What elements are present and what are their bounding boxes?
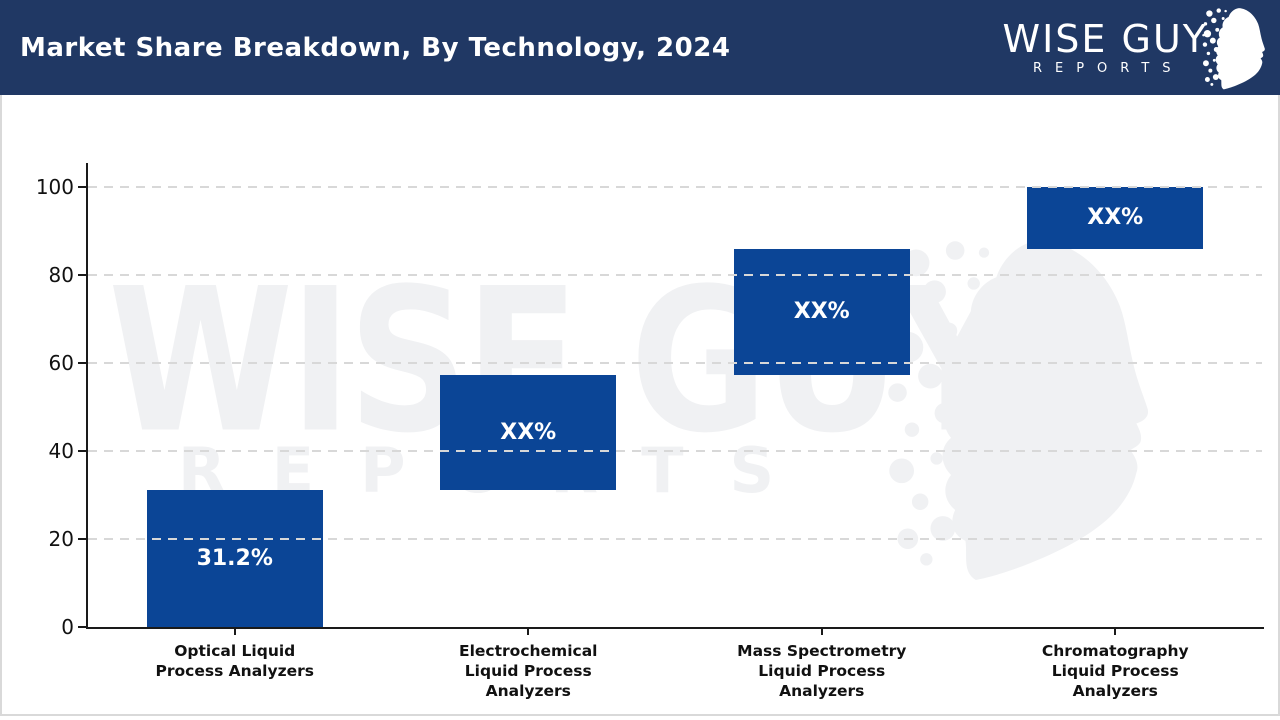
x-category-label: Mass Spectrometry Liquid Process Analyzers [737, 642, 907, 700]
y-axis-line [86, 163, 88, 629]
y-axis-tick-labels: 0 20 40 60 80 100 [0, 176, 74, 638]
x-category-label: Electrochemical Liquid Process Analyzers [459, 642, 598, 700]
y-axis-tick-marks [78, 186, 86, 628]
x-category-label: Chromatography Liquid Process Analyzers [1041, 642, 1189, 700]
bar-value-label: XX% [793, 299, 850, 325]
logo-wordmark: WISE GUY [1002, 17, 1208, 61]
x-tick-mark [527, 629, 530, 635]
y-tick-label-60: 60 [48, 351, 74, 375]
x-category-label: Optical Liquid Process Analyzers [155, 642, 314, 680]
y-tick-mark-20 [78, 538, 86, 540]
logo-subtitle: REPORTS [1032, 61, 1184, 76]
y-tick-mark-80 [78, 274, 86, 276]
bottom-border-line [0, 714, 1280, 716]
chart-bar: XX% [440, 374, 617, 490]
x-tick-mark [233, 629, 236, 635]
y-tick-mark-40 [78, 450, 86, 452]
x-axis-category-labels: Optical Liquid Process Analyzers Electroch… [88, 641, 1262, 711]
x-tick-mark [820, 629, 823, 635]
chart-bar: XX% [1027, 187, 1204, 249]
right-border-line [1278, 95, 1280, 716]
y-tick-label-100: 100 [35, 175, 74, 199]
y-tick-label-40: 40 [48, 439, 74, 463]
y-tick-label-0: 0 [61, 615, 74, 639]
x-axis-tick-marks [88, 629, 1262, 635]
x-axis-line [86, 627, 1264, 629]
bar-value-label: XX% [500, 419, 557, 445]
left-border-line [0, 95, 2, 716]
header-band: Market Share Breakdown, By Technology, 2… [0, 0, 1280, 95]
chart-bar: XX% [733, 248, 910, 375]
y-tick-mark-60 [78, 362, 86, 364]
x-tick-mark [1114, 629, 1117, 635]
y-tick-mark-100 [78, 186, 86, 188]
bar-value-label: 31.2% [196, 545, 273, 571]
bar-value-label: XX% [1087, 205, 1144, 231]
y-tick-label-80: 80 [48, 263, 74, 287]
chart-bar: 31.2% [146, 489, 323, 627]
logo-face-icon [1202, 6, 1266, 90]
wise-guy-logo: WISE GUY REPORTS [1003, 6, 1266, 90]
chart-title: Market Share Breakdown, By Technology, 2… [20, 32, 731, 63]
bars-layer: 31.2% XX% XX% XX% [88, 187, 1262, 627]
y-tick-label-20: 20 [48, 527, 74, 551]
y-tick-mark-0 [78, 626, 86, 628]
logo-text: WISE GUY REPORTS [1003, 20, 1208, 75]
